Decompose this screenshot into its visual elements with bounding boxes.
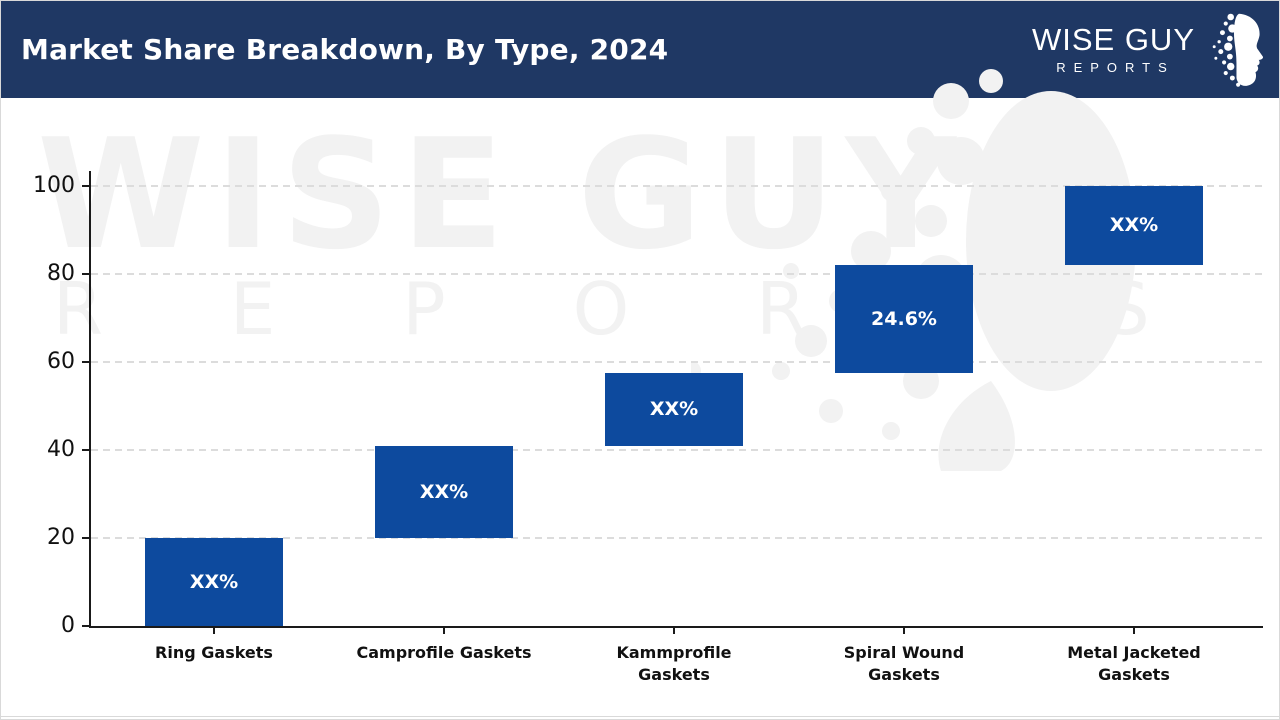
y-axis-tick-mark [82, 361, 91, 363]
logo-text: WISE GUY REPORTS [1032, 24, 1195, 75]
watermark-head-icon [691, 69, 1136, 471]
page-title: Market Share Breakdown, By Type, 2024 [21, 33, 669, 66]
y-axis-tick-mark [82, 273, 91, 275]
gridline [91, 361, 1263, 363]
bar-value-label: 24.6% [871, 307, 937, 330]
bar-segment-camprofile-gaskets: XX% [375, 445, 513, 538]
x-axis-category-label: Kammprofile Gaskets [616, 643, 732, 684]
gridline [91, 537, 1263, 539]
x-axis-tick-mark [903, 626, 905, 634]
y-axis-tick-label: 60 [47, 349, 75, 374]
bar-value-label: XX% [189, 571, 239, 593]
x-axis-tick-mark [443, 626, 445, 634]
wise-guy-logo: WISE GUY REPORTS [1032, 9, 1267, 91]
y-axis-tick-label: 100 [33, 173, 75, 198]
y-axis-tick-label: 20 [47, 525, 75, 550]
x-axis-tick-mark [213, 626, 215, 634]
y-axis-tick-mark [82, 449, 91, 451]
logo-wordmark: WISE GUY [1031, 22, 1195, 57]
header-band: Market Share Breakdown, By Type, 2024 WI… [1, 1, 1279, 98]
x-axis-tick-mark [673, 626, 675, 634]
bar-value-label: XX% [1109, 214, 1159, 237]
x-axis-category-label: Camprofile Gaskets [356, 643, 532, 662]
watermark-wordmark: WISE GUY [37, 106, 966, 283]
bar-segment-ring-gaskets: XX% [145, 538, 283, 626]
y-axis-tick-mark [82, 185, 91, 187]
x-axis-category-label: Spiral Wound Gaskets [843, 643, 965, 684]
figure-bottom-border [1, 716, 1279, 717]
y-axis-tick-label: 40 [47, 437, 75, 462]
gridline [91, 185, 1263, 187]
y-axis-tick-mark [82, 625, 91, 627]
y-axis-tick-label: 0 [61, 613, 75, 638]
gridline [91, 273, 1263, 275]
logo-subtext: REPORTS [1056, 60, 1175, 75]
logo-head-icon [1212, 13, 1264, 87]
bar-segment-kammprofile-gaskets: XX% [605, 373, 743, 446]
bar-value-label: XX% [419, 480, 469, 503]
y-axis-tick-label: 80 [47, 261, 75, 286]
plot-area: XX% XX% XX% 24.6% XX% 0 20 40 60 80 100 … [33, 171, 1263, 684]
x-axis-category-label: Ring Gaskets [155, 643, 273, 662]
x-axis-category-label: Metal Jacketed Gaskets [1067, 643, 1201, 684]
gridline [91, 449, 1263, 451]
bar-segment-spiral-wound-gaskets: 24.6% [835, 264, 973, 373]
bar-value-label: XX% [649, 398, 699, 421]
x-axis-tick-mark [1133, 626, 1135, 634]
y-axis-tick-mark [82, 537, 91, 539]
bar-segment-metal-jacketed-gaskets: XX% [1065, 186, 1203, 265]
